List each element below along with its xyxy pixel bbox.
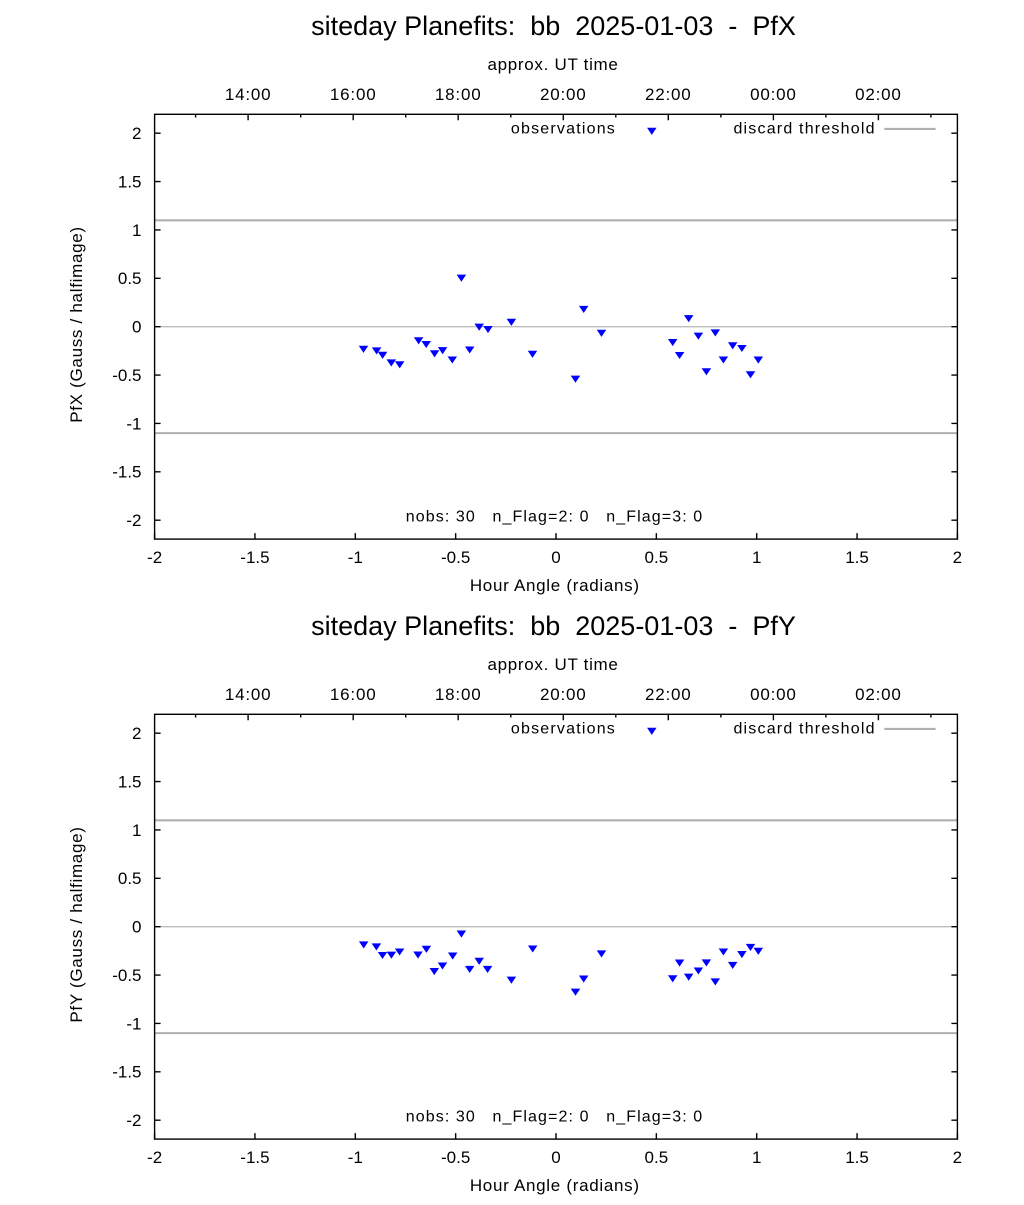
svg-text:1: 1	[752, 1148, 761, 1167]
svg-text:2: 2	[953, 1148, 962, 1167]
svg-text:-2: -2	[126, 1111, 141, 1130]
svg-text:22:00: 22:00	[645, 85, 692, 104]
svg-text:nobs: 30 n_Flag=2: 0 n_Fla: nobs: 30 n_Flag=2: 0 n_Flag=3: 0	[406, 1109, 704, 1126]
svg-text:18:00: 18:00	[435, 85, 482, 104]
svg-text:-1: -1	[348, 1148, 363, 1167]
svg-text:02:00: 02:00	[855, 685, 902, 704]
svg-text:0.5: 0.5	[118, 269, 142, 288]
svg-text:0: 0	[132, 318, 141, 337]
svg-text:22:00: 22:00	[645, 685, 692, 704]
svg-text:Hour Angle (radians): Hour Angle (radians)	[470, 1176, 640, 1195]
svg-text:0.5: 0.5	[645, 548, 669, 567]
svg-text:1.5: 1.5	[118, 772, 142, 791]
svg-text:2: 2	[953, 548, 962, 567]
svg-text:1.5: 1.5	[118, 172, 142, 191]
svg-text:observations: observations	[511, 721, 616, 738]
svg-text:18:00: 18:00	[435, 685, 482, 704]
svg-text:PfX (Gauss / halfimage): PfX (Gauss / halfimage)	[67, 226, 86, 423]
svg-text:siteday Planefits: bb 2025-0: siteday Planefits: bb 2025-01-03 - PfX	[311, 11, 796, 41]
svg-text:-1: -1	[126, 1014, 141, 1033]
svg-text:-2: -2	[126, 511, 141, 530]
svg-text:1: 1	[752, 548, 761, 567]
svg-text:1: 1	[132, 221, 141, 240]
svg-text:1.5: 1.5	[845, 548, 869, 567]
svg-text:approx. UT time: approx. UT time	[487, 55, 618, 74]
svg-text:-0.5: -0.5	[112, 366, 141, 385]
svg-text:14:00: 14:00	[225, 685, 272, 704]
svg-text:-1.5: -1.5	[112, 463, 141, 482]
svg-text:Hour Angle (radians): Hour Angle (radians)	[470, 576, 640, 595]
svg-text:PfY (Gauss / halfimage): PfY (Gauss / halfimage)	[67, 826, 86, 1022]
svg-text:0: 0	[132, 918, 141, 937]
svg-text:0: 0	[551, 548, 560, 567]
svg-text:2: 2	[132, 724, 141, 743]
svg-text:0.5: 0.5	[118, 869, 142, 888]
svg-text:20:00: 20:00	[540, 685, 587, 704]
svg-text:02:00: 02:00	[855, 85, 902, 104]
svg-text:-0.5: -0.5	[112, 966, 141, 985]
svg-text:-2: -2	[147, 548, 162, 567]
svg-text:-1: -1	[126, 414, 141, 433]
svg-text:2: 2	[132, 124, 141, 143]
svg-text:16:00: 16:00	[330, 85, 377, 104]
svg-text:nobs: 30 n_Flag=2: 0 n_Fla: nobs: 30 n_Flag=2: 0 n_Flag=3: 0	[406, 509, 704, 526]
svg-text:discard threshold: discard threshold	[733, 721, 875, 738]
svg-text:0.5: 0.5	[645, 1148, 669, 1167]
svg-text:-1.5: -1.5	[112, 1063, 141, 1082]
svg-text:-2: -2	[147, 1148, 162, 1167]
svg-text:-0.5: -0.5	[441, 1148, 470, 1167]
svg-text:approx. UT time: approx. UT time	[487, 655, 618, 674]
svg-text:-0.5: -0.5	[441, 548, 470, 567]
svg-text:14:00: 14:00	[225, 85, 272, 104]
svg-text:00:00: 00:00	[750, 685, 797, 704]
svg-text:-1.5: -1.5	[240, 548, 269, 567]
svg-text:20:00: 20:00	[540, 85, 587, 104]
svg-text:-1: -1	[348, 548, 363, 567]
svg-text:observations: observations	[511, 121, 616, 138]
svg-text:00:00: 00:00	[750, 85, 797, 104]
svg-text:1: 1	[132, 821, 141, 840]
svg-text:0: 0	[551, 1148, 560, 1167]
svg-text:16:00: 16:00	[330, 685, 377, 704]
svg-text:discard threshold: discard threshold	[733, 121, 875, 138]
svg-text:-1.5: -1.5	[240, 1148, 269, 1167]
svg-text:siteday Planefits: bb 2025-0: siteday Planefits: bb 2025-01-03 - PfY	[311, 611, 796, 641]
svg-text:1.5: 1.5	[845, 1148, 869, 1167]
